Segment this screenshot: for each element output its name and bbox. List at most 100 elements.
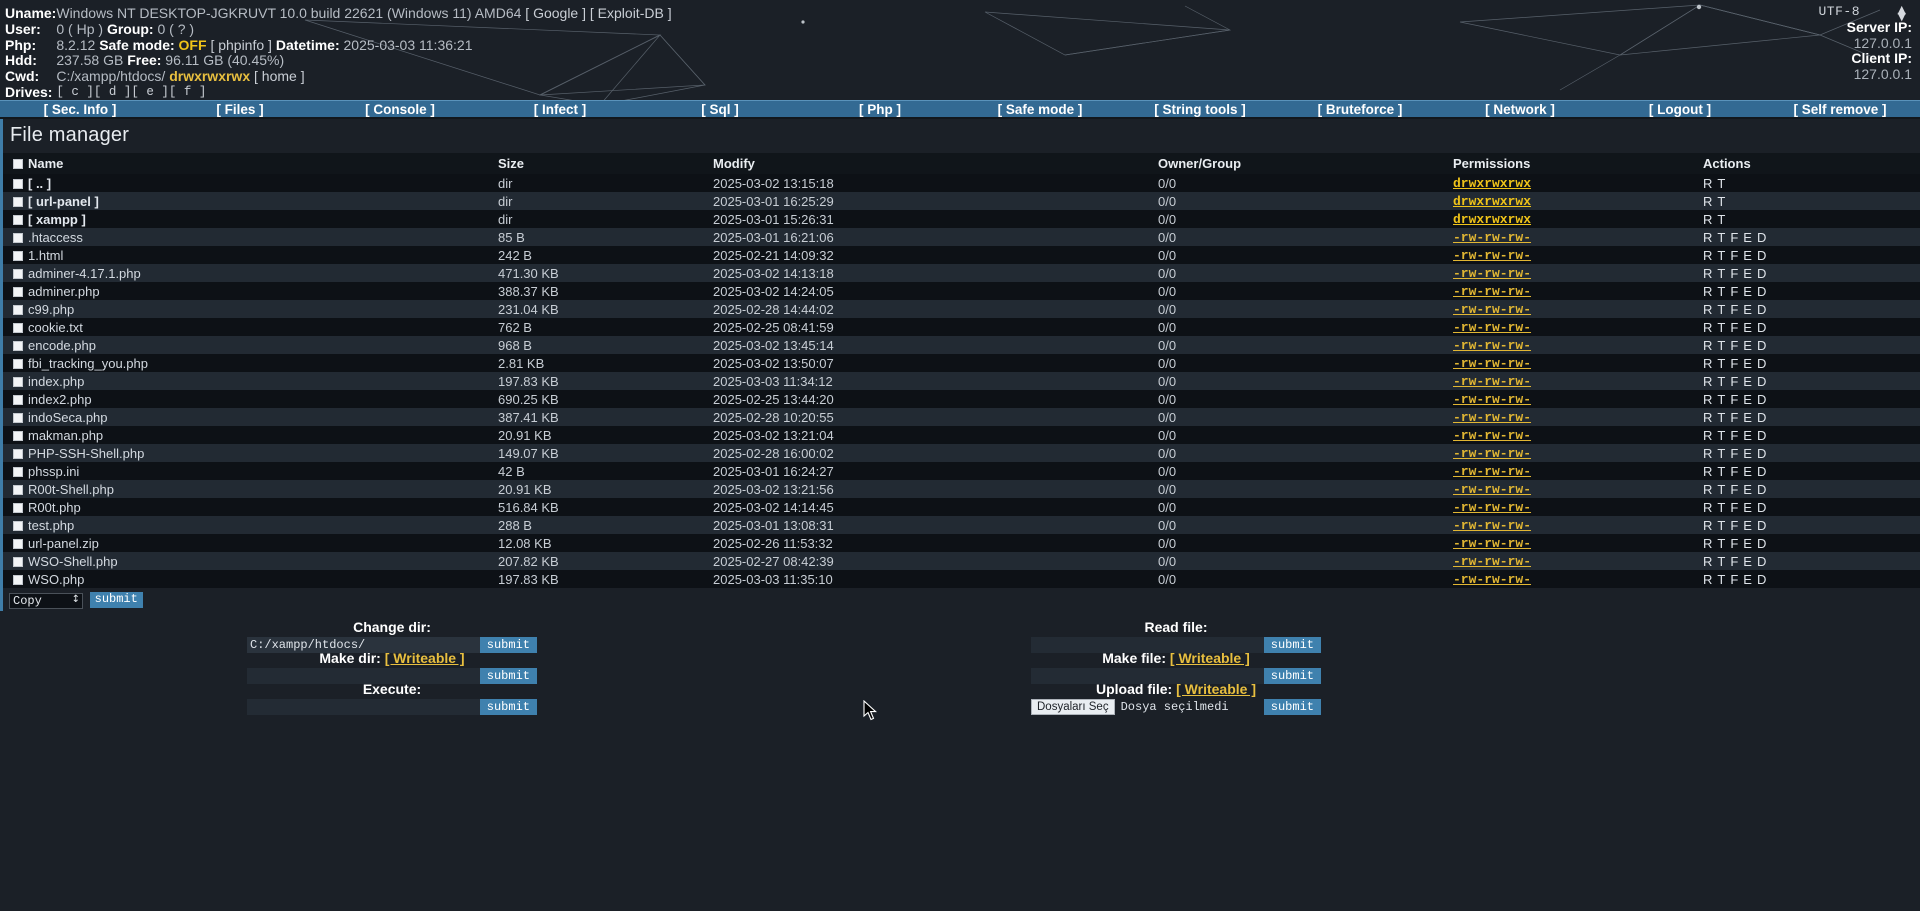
action-rename[interactable]: R bbox=[1703, 517, 1713, 533]
action-rename[interactable]: R bbox=[1703, 175, 1713, 191]
file-link[interactable]: adminer.php bbox=[28, 283, 100, 299]
action-touch[interactable]: T bbox=[1717, 265, 1726, 281]
action-view[interactable]: F bbox=[1730, 499, 1739, 515]
action-view[interactable]: F bbox=[1730, 463, 1739, 479]
row-select-checkbox[interactable] bbox=[13, 484, 23, 495]
row-select-checkbox[interactable] bbox=[13, 394, 23, 405]
action-touch[interactable]: T bbox=[1717, 553, 1726, 569]
action-download[interactable]: D bbox=[1756, 427, 1767, 443]
action-rename[interactable]: R bbox=[1703, 499, 1713, 515]
row-select-checkbox[interactable] bbox=[13, 268, 23, 279]
file-link[interactable]: 1.html bbox=[28, 247, 64, 263]
action-rename[interactable]: R bbox=[1703, 553, 1713, 569]
action-touch[interactable]: T bbox=[1717, 283, 1726, 299]
action-edit[interactable]: E bbox=[1743, 571, 1752, 587]
change-dir-input[interactable] bbox=[247, 637, 480, 653]
file-link[interactable]: index.php bbox=[28, 373, 85, 389]
action-rename[interactable]: R bbox=[1703, 193, 1713, 209]
permissions-link[interactable]: -rw-rw-rw- bbox=[1453, 248, 1532, 263]
nav-string-tools[interactable]: [ String tools ] bbox=[1154, 101, 1246, 117]
action-rename[interactable]: R bbox=[1703, 463, 1713, 479]
choose-file-button[interactable]: Dosyaları Seç bbox=[1031, 699, 1115, 715]
execute-input[interactable] bbox=[247, 699, 480, 715]
action-download[interactable]: D bbox=[1756, 517, 1767, 533]
bulk-action-submit-button[interactable]: submit bbox=[89, 592, 143, 608]
action-download[interactable]: D bbox=[1756, 499, 1767, 515]
action-rename[interactable]: R bbox=[1703, 373, 1713, 389]
action-download[interactable]: D bbox=[1756, 409, 1767, 425]
bulk-action-select[interactable]: Copy bbox=[9, 593, 83, 609]
action-edit[interactable]: E bbox=[1743, 247, 1752, 263]
row-select-checkbox[interactable] bbox=[13, 178, 23, 189]
action-download[interactable]: D bbox=[1756, 337, 1767, 353]
action-touch[interactable]: T bbox=[1717, 319, 1726, 335]
permissions-link[interactable]: -rw-rw-rw- bbox=[1453, 266, 1532, 281]
drive-d-link[interactable]: [ d ] bbox=[93, 84, 132, 99]
action-touch[interactable]: T bbox=[1717, 229, 1726, 245]
row-select-checkbox[interactable] bbox=[13, 466, 23, 477]
action-rename[interactable]: R bbox=[1703, 319, 1713, 335]
drive-c-link[interactable]: [ c ] bbox=[56, 84, 94, 99]
action-view[interactable]: F bbox=[1730, 355, 1739, 371]
drive-e-link[interactable]: [ e ] bbox=[131, 84, 169, 99]
permissions-link[interactable]: -rw-rw-rw- bbox=[1453, 554, 1532, 569]
row-select-checkbox[interactable] bbox=[13, 412, 23, 423]
permissions-link[interactable]: drwxrwxrwx bbox=[1453, 176, 1532, 191]
action-touch[interactable]: T bbox=[1717, 445, 1726, 461]
permissions-link[interactable]: -rw-rw-rw- bbox=[1453, 320, 1532, 335]
action-download[interactable]: D bbox=[1756, 229, 1767, 245]
permissions-link[interactable]: -rw-rw-rw- bbox=[1453, 338, 1532, 353]
action-view[interactable]: F bbox=[1730, 481, 1739, 497]
action-edit[interactable]: E bbox=[1743, 337, 1752, 353]
upload-file-writeable-link[interactable]: [ Writeable ] bbox=[1176, 681, 1256, 697]
nav-bruteforce[interactable]: [ Bruteforce ] bbox=[1317, 101, 1403, 117]
action-rename[interactable]: R bbox=[1703, 301, 1713, 317]
permissions-link[interactable]: -rw-rw-rw- bbox=[1453, 392, 1532, 407]
action-view[interactable]: F bbox=[1730, 391, 1739, 407]
action-view[interactable]: F bbox=[1730, 427, 1739, 443]
make-dir-submit-button[interactable]: submit bbox=[479, 668, 537, 684]
action-edit[interactable]: E bbox=[1743, 229, 1752, 245]
row-select-checkbox[interactable] bbox=[13, 448, 23, 459]
action-touch[interactable]: T bbox=[1717, 301, 1726, 317]
read-file-input[interactable] bbox=[1031, 637, 1264, 653]
action-edit[interactable]: E bbox=[1743, 553, 1752, 569]
row-select-checkbox[interactable] bbox=[13, 286, 23, 297]
file-link[interactable]: makman.php bbox=[28, 427, 104, 443]
action-view[interactable]: F bbox=[1730, 535, 1739, 551]
row-select-checkbox[interactable] bbox=[13, 556, 23, 567]
execute-submit-button[interactable]: submit bbox=[479, 699, 537, 715]
file-link[interactable]: .htaccess bbox=[28, 229, 83, 245]
action-edit[interactable]: E bbox=[1743, 391, 1752, 407]
action-rename[interactable]: R bbox=[1703, 409, 1713, 425]
file-link[interactable]: indoSeca.php bbox=[28, 409, 108, 425]
file-link[interactable]: test.php bbox=[28, 517, 75, 533]
nav-console[interactable]: [ Console ] bbox=[365, 101, 435, 117]
file-link[interactable]: PHP-SSH-Shell.php bbox=[28, 445, 145, 461]
action-edit[interactable]: E bbox=[1743, 499, 1752, 515]
file-link[interactable]: R00t.php bbox=[28, 499, 81, 515]
directory-link[interactable]: [ url-panel ] bbox=[28, 193, 99, 209]
permissions-link[interactable]: -rw-rw-rw- bbox=[1453, 572, 1532, 587]
row-select-checkbox[interactable] bbox=[13, 340, 23, 351]
action-view[interactable]: F bbox=[1730, 445, 1739, 461]
action-view[interactable]: F bbox=[1730, 229, 1739, 245]
action-rename[interactable]: R bbox=[1703, 571, 1713, 587]
action-edit[interactable]: E bbox=[1743, 463, 1752, 479]
action-edit[interactable]: E bbox=[1743, 265, 1752, 281]
action-download[interactable]: D bbox=[1756, 481, 1767, 497]
nav-files[interactable]: [ Files ] bbox=[216, 101, 264, 117]
action-download[interactable]: D bbox=[1756, 391, 1767, 407]
action-view[interactable]: F bbox=[1730, 247, 1739, 263]
row-select-checkbox[interactable] bbox=[13, 214, 23, 225]
action-rename[interactable]: R bbox=[1703, 535, 1713, 551]
nav-self-remove[interactable]: [ Self remove ] bbox=[1793, 101, 1887, 117]
action-view[interactable]: F bbox=[1730, 517, 1739, 533]
action-edit[interactable]: E bbox=[1743, 373, 1752, 389]
action-touch[interactable]: T bbox=[1717, 175, 1726, 191]
row-select-checkbox[interactable] bbox=[13, 574, 23, 585]
action-rename[interactable]: R bbox=[1703, 337, 1713, 353]
action-edit[interactable]: E bbox=[1743, 409, 1752, 425]
permissions-link[interactable]: -rw-rw-rw- bbox=[1453, 230, 1532, 245]
permissions-link[interactable]: drwxrwxrwx bbox=[1453, 194, 1532, 209]
